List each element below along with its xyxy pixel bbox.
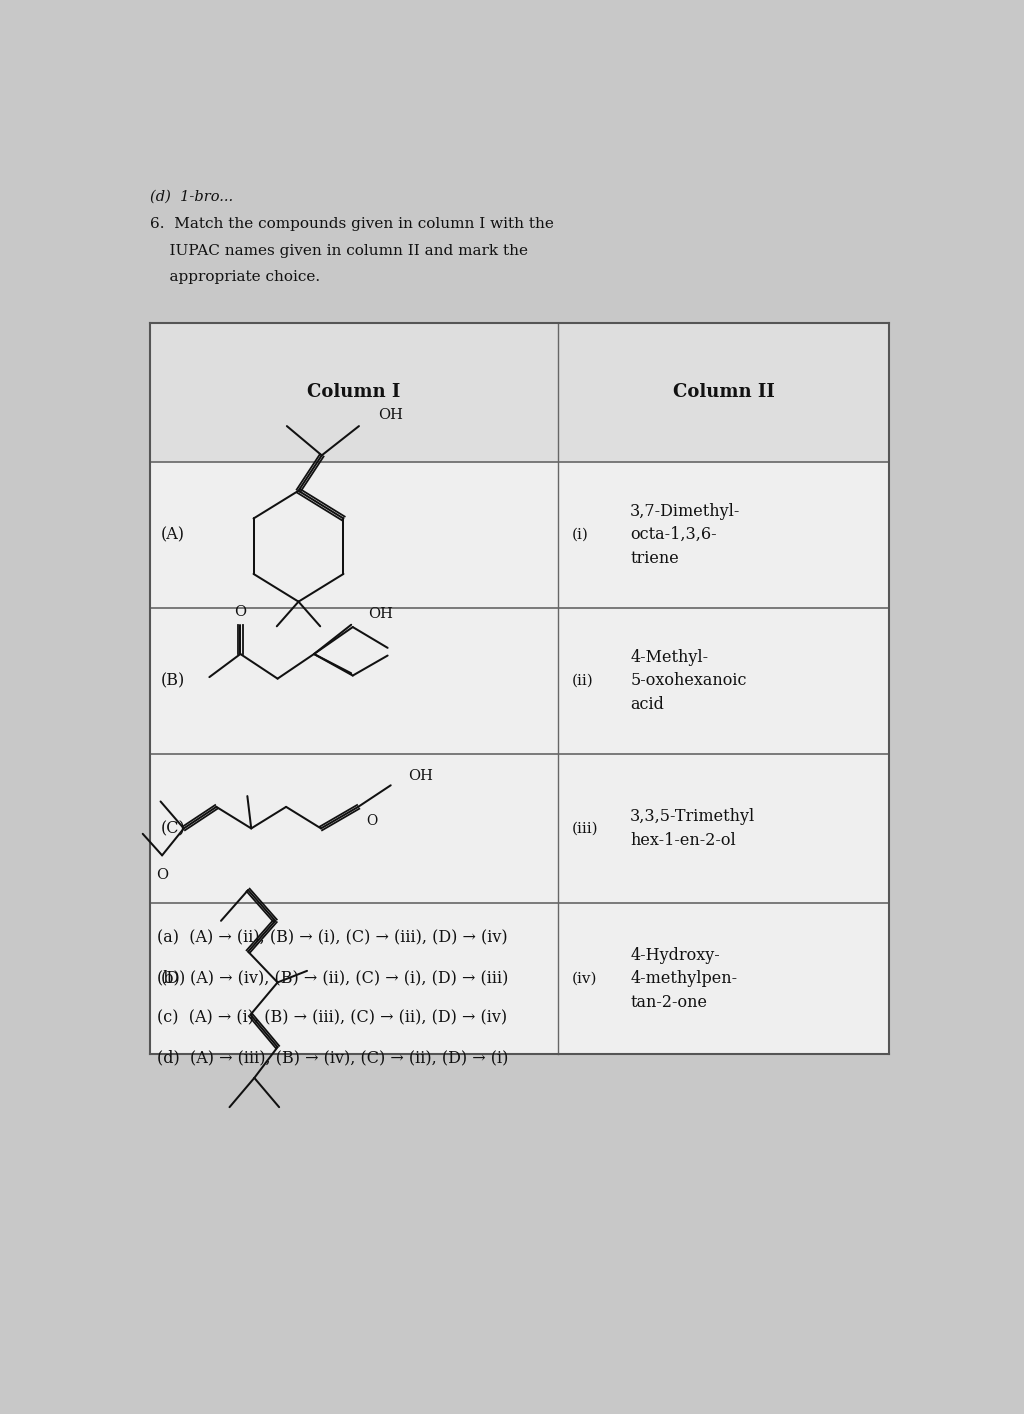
- Text: 3,7-Dimethyl-: 3,7-Dimethyl-: [630, 502, 740, 520]
- Text: acid: acid: [630, 696, 665, 713]
- Text: (b)  (A) → (iv), (B) → (ii), (C) → (i), (D) → (iii): (b) (A) → (iv), (B) → (ii), (C) → (i), (…: [158, 969, 509, 986]
- Text: tan-2-one: tan-2-one: [630, 994, 708, 1011]
- Text: 4-methylpen-: 4-methylpen-: [630, 970, 737, 987]
- Text: 5-oxohexanoic: 5-oxohexanoic: [630, 673, 746, 690]
- Bar: [150, 322, 889, 461]
- Text: (A): (A): [161, 526, 184, 543]
- Text: (d)  (A) → (iii), (B) → (iv), (C) → (ii), (D) → (i): (d) (A) → (iii), (B) → (iv), (C) → (ii),…: [158, 1049, 509, 1066]
- Text: (a)  (A) → (ii), (B) → (i), (C) → (iii), (D) → (iv): (a) (A) → (ii), (B) → (i), (C) → (iii), …: [158, 929, 508, 946]
- Bar: [150, 322, 889, 1055]
- Text: hex-1-en-2-ol: hex-1-en-2-ol: [630, 831, 736, 848]
- Text: (ii): (ii): [571, 674, 593, 689]
- Text: (C): (C): [161, 820, 185, 837]
- Text: (iv): (iv): [571, 971, 597, 986]
- Text: (B): (B): [161, 673, 184, 690]
- Text: (c)  (A) → (i), (B) → (iii), (C) → (ii), (D) → (iv): (c) (A) → (i), (B) → (iii), (C) → (ii), …: [158, 1010, 508, 1027]
- Text: Column I: Column I: [307, 383, 400, 402]
- Text: appropriate choice.: appropriate choice.: [150, 270, 319, 284]
- Text: 3,3,5-Trimethyl: 3,3,5-Trimethyl: [630, 809, 756, 826]
- Text: (D): (D): [161, 970, 185, 987]
- Text: triene: triene: [630, 550, 679, 567]
- Text: (i): (i): [571, 527, 588, 542]
- Text: OH: OH: [378, 409, 403, 423]
- Text: octa-1,3,6-: octa-1,3,6-: [630, 526, 717, 543]
- Text: (d)  1-bro...: (d) 1-bro...: [150, 189, 232, 204]
- Text: Column II: Column II: [673, 383, 774, 402]
- Text: O: O: [234, 605, 247, 619]
- Text: OH: OH: [369, 607, 393, 621]
- Text: 4-Hydroxy-: 4-Hydroxy-: [630, 946, 720, 963]
- Text: OH: OH: [408, 769, 433, 783]
- Text: (iii): (iii): [571, 822, 598, 836]
- Text: 4-Methyl-: 4-Methyl-: [630, 649, 709, 666]
- Text: 6.  Match the compounds given in column I with the: 6. Match the compounds given in column I…: [150, 218, 554, 232]
- Text: O: O: [367, 813, 378, 827]
- Text: IUPAC names given in column II and mark the: IUPAC names given in column II and mark …: [150, 243, 527, 257]
- Text: O: O: [156, 868, 168, 881]
